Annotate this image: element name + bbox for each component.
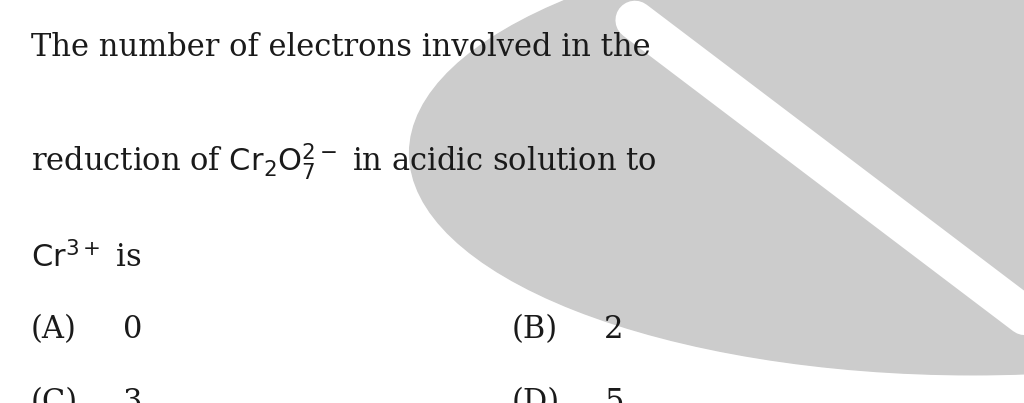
Text: $\mathrm{Cr^{3+}}$ is: $\mathrm{Cr^{3+}}$ is xyxy=(31,242,141,274)
Text: (C): (C) xyxy=(31,387,78,403)
Circle shape xyxy=(410,0,1024,375)
Text: (A): (A) xyxy=(31,314,77,345)
Text: 2: 2 xyxy=(604,314,624,345)
Text: 3: 3 xyxy=(123,387,142,403)
Text: 5: 5 xyxy=(604,387,624,403)
Text: (B): (B) xyxy=(512,314,558,345)
Text: 0: 0 xyxy=(123,314,142,345)
Text: reduction of $\mathrm{Cr_2O_7^{2-}}$ in acidic solution to: reduction of $\mathrm{Cr_2O_7^{2-}}$ in … xyxy=(31,141,656,182)
Text: The number of electrons involved in the: The number of electrons involved in the xyxy=(31,32,650,63)
Text: (D): (D) xyxy=(512,387,560,403)
